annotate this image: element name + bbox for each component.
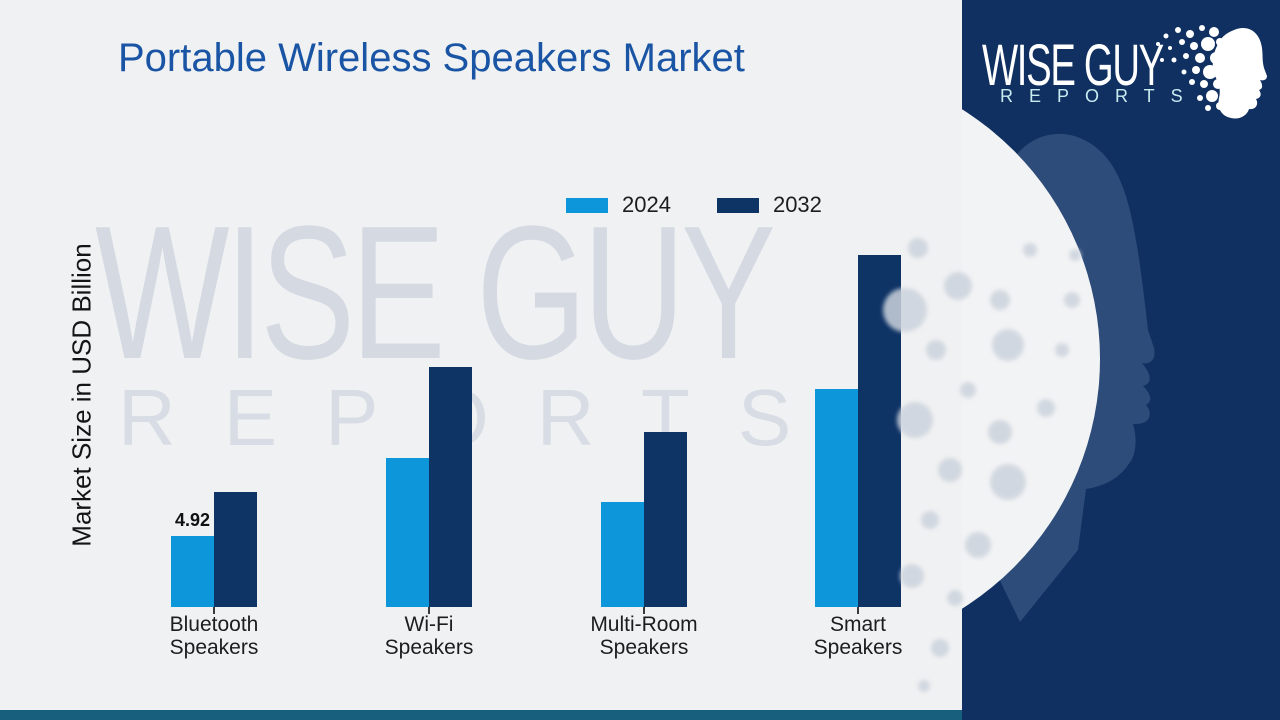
x-axis-tick bbox=[643, 607, 645, 614]
legend: 2024 2032 bbox=[566, 192, 822, 218]
watermark-bubble bbox=[931, 639, 949, 657]
legend-swatch bbox=[716, 197, 759, 213]
watermark-bubble bbox=[938, 458, 962, 482]
category-label: Bluetooth Speakers bbox=[169, 613, 259, 660]
legend-item-2032: 2032 bbox=[716, 192, 822, 218]
legend-item-2024: 2024 bbox=[566, 192, 671, 218]
watermark-bubble bbox=[1055, 343, 1069, 357]
watermark-bubble bbox=[944, 272, 972, 300]
watermark-bubble bbox=[1037, 399, 1055, 417]
watermark-bubble bbox=[965, 532, 991, 558]
category-label: Wi-Fi Speakers bbox=[384, 613, 474, 660]
watermark-bubble bbox=[908, 238, 928, 258]
watermark-bubble bbox=[947, 590, 963, 606]
x-axis-tick bbox=[213, 607, 215, 614]
watermark-brand-text: WISE GUY bbox=[95, 187, 776, 399]
watermark-bubble bbox=[1064, 292, 1080, 308]
watermark-bubble bbox=[1023, 243, 1037, 257]
logo-sub-text: REPORTS bbox=[1000, 86, 1199, 106]
bottom-accent-bar bbox=[0, 710, 1280, 720]
watermark-bubble bbox=[960, 382, 976, 398]
bar-2032-wi-fi-speakers bbox=[429, 367, 472, 607]
brand-panel: WISE GUY REPORTS bbox=[962, 0, 1280, 720]
bar-2024-smart-speakers bbox=[815, 389, 858, 607]
bar-2024-wi-fi-speakers bbox=[386, 458, 429, 607]
category-label: Smart Speakers bbox=[813, 613, 903, 660]
x-axis-tick bbox=[857, 607, 859, 614]
dotted-head-icon bbox=[1156, 25, 1267, 119]
watermark-bubble bbox=[921, 511, 939, 529]
watermark-bubble bbox=[900, 564, 924, 588]
legend-label: 2024 bbox=[622, 192, 671, 217]
watermark-bubble bbox=[992, 329, 1024, 361]
watermark-bubble bbox=[990, 290, 1010, 310]
watermark-bubble bbox=[1069, 249, 1081, 261]
watermark-bubble bbox=[988, 420, 1012, 444]
watermark-bubble bbox=[990, 464, 1026, 500]
logo-brand-text: WISE GUY bbox=[982, 33, 1164, 98]
legend-swatch bbox=[566, 197, 608, 213]
category-label: Multi-Room Speakers bbox=[590, 613, 698, 660]
watermark-bubble bbox=[897, 402, 933, 438]
watermark-bubble bbox=[883, 288, 927, 332]
legend-label: 2032 bbox=[772, 192, 822, 217]
x-axis-tick bbox=[428, 607, 430, 614]
bar-2024-bluetooth-speakers bbox=[171, 536, 214, 607]
bar-2032-bluetooth-speakers bbox=[214, 492, 257, 607]
chart-title: Portable Wireless Speakers Market bbox=[118, 36, 745, 80]
watermark-bubble bbox=[918, 680, 930, 692]
bar-value-label: 4.92 bbox=[174, 510, 211, 530]
y-axis-label: Market Size in USD Billion bbox=[66, 243, 97, 547]
bar-2032-multi-room-speakers bbox=[644, 432, 687, 607]
bar-2024-multi-room-speakers bbox=[601, 502, 644, 607]
watermark-bubble bbox=[926, 340, 946, 360]
